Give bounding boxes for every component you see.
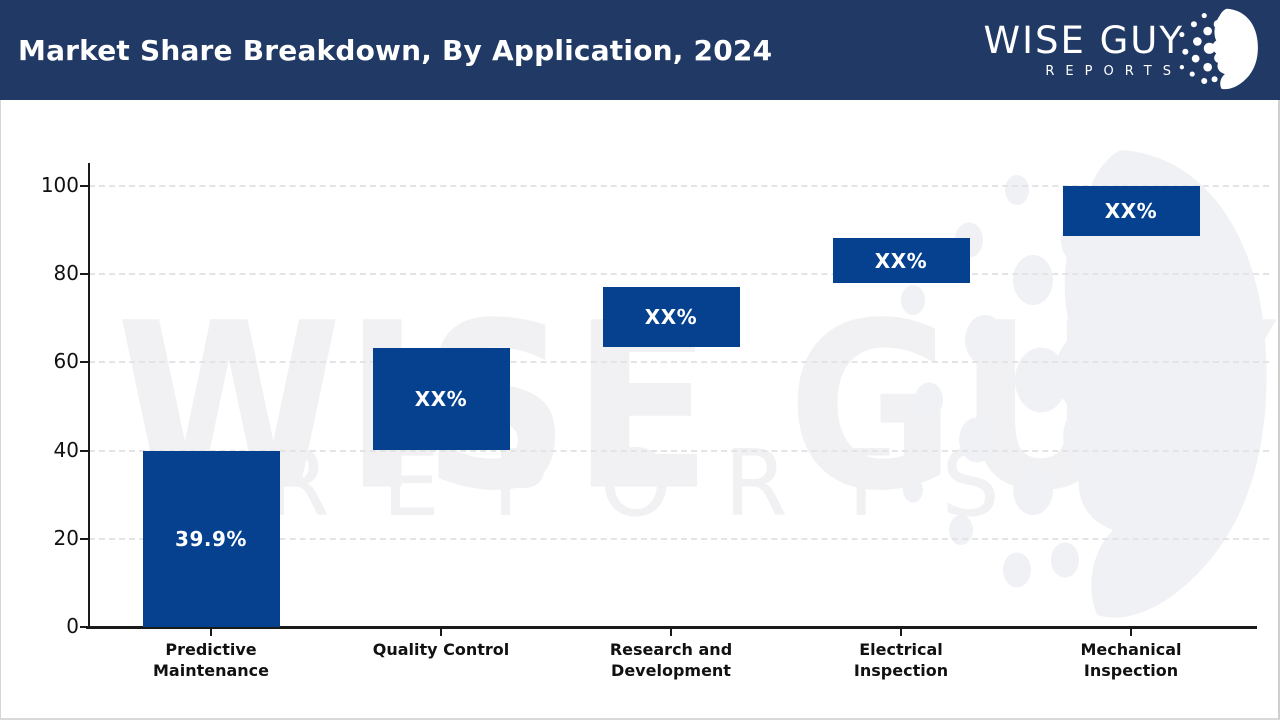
grid-line: [89, 273, 1269, 276]
bar-value-label: XX%: [414, 386, 468, 411]
y-tick: [80, 361, 89, 364]
x-category-label: Research and Development: [609, 640, 733, 680]
y-tick-label: 20: [53, 525, 79, 550]
y-tick-label: 60: [53, 349, 79, 374]
y-tick-label: 80: [53, 261, 79, 286]
y-tick: [80, 626, 89, 628]
x-tick: [440, 629, 442, 636]
x-category-label: Quality Control: [372, 640, 510, 659]
chart-canvas: WISE GUY REPORTS 0 20 40 60 80 100 39.9% Predic…: [0, 100, 1280, 720]
grid-line: [89, 361, 1269, 364]
y-tick: [80, 537, 89, 540]
bar: XX%: [372, 347, 510, 450]
y-axis-line: [88, 163, 90, 629]
logo-subtitle: REPORTS: [1045, 64, 1182, 79]
y-tick: [80, 185, 89, 187]
x-category-label: Predictive Maintenance: [152, 640, 269, 680]
grid-line: [89, 537, 1269, 540]
chart-title: Market Share Breakdown, By Application, …: [18, 33, 773, 67]
y-tick: [80, 273, 89, 276]
x-category-label: Mechanical Inspection: [1080, 640, 1182, 680]
logo-wordmark: WISE GUY: [983, 19, 1184, 62]
x-axis-line: [86, 626, 1257, 629]
x-category-label: Electrical Inspection: [853, 640, 949, 680]
bar-chart: 0 20 40 60 80 100 39.9% Predictive Maintenance X…: [1, 100, 1278, 718]
logo-text: WISE GUY REPORTS: [984, 22, 1184, 78]
y-tick-label: 100: [40, 173, 79, 197]
bar-value-label: XX%: [874, 248, 928, 273]
x-tick: [1130, 629, 1132, 636]
dotted-face-icon: [1179, 8, 1258, 90]
x-tick: [670, 629, 672, 636]
bar: 39.9%: [142, 451, 280, 627]
y-tick-label: 40: [53, 437, 79, 462]
y-tick-label: 0: [66, 614, 79, 638]
bar-value-label: XX%: [644, 304, 698, 329]
grid-line: [89, 185, 1269, 187]
bar-value-label: XX%: [1104, 199, 1158, 224]
x-tick: [900, 629, 902, 636]
header-banner: Market Share Breakdown, By Application, …: [0, 0, 1280, 100]
bar: XX%: [602, 286, 740, 347]
wise-guy-reports-logo: WISE GUY REPORTS: [984, 7, 1280, 93]
x-tick: [210, 629, 212, 636]
bar: XX%: [1062, 186, 1200, 237]
bar-value-label: 39.9%: [175, 527, 247, 551]
y-tick: [80, 449, 89, 452]
bar: XX%: [832, 237, 970, 284]
watermark-face-icon: [901, 150, 1267, 618]
grid-line: [89, 449, 1269, 452]
